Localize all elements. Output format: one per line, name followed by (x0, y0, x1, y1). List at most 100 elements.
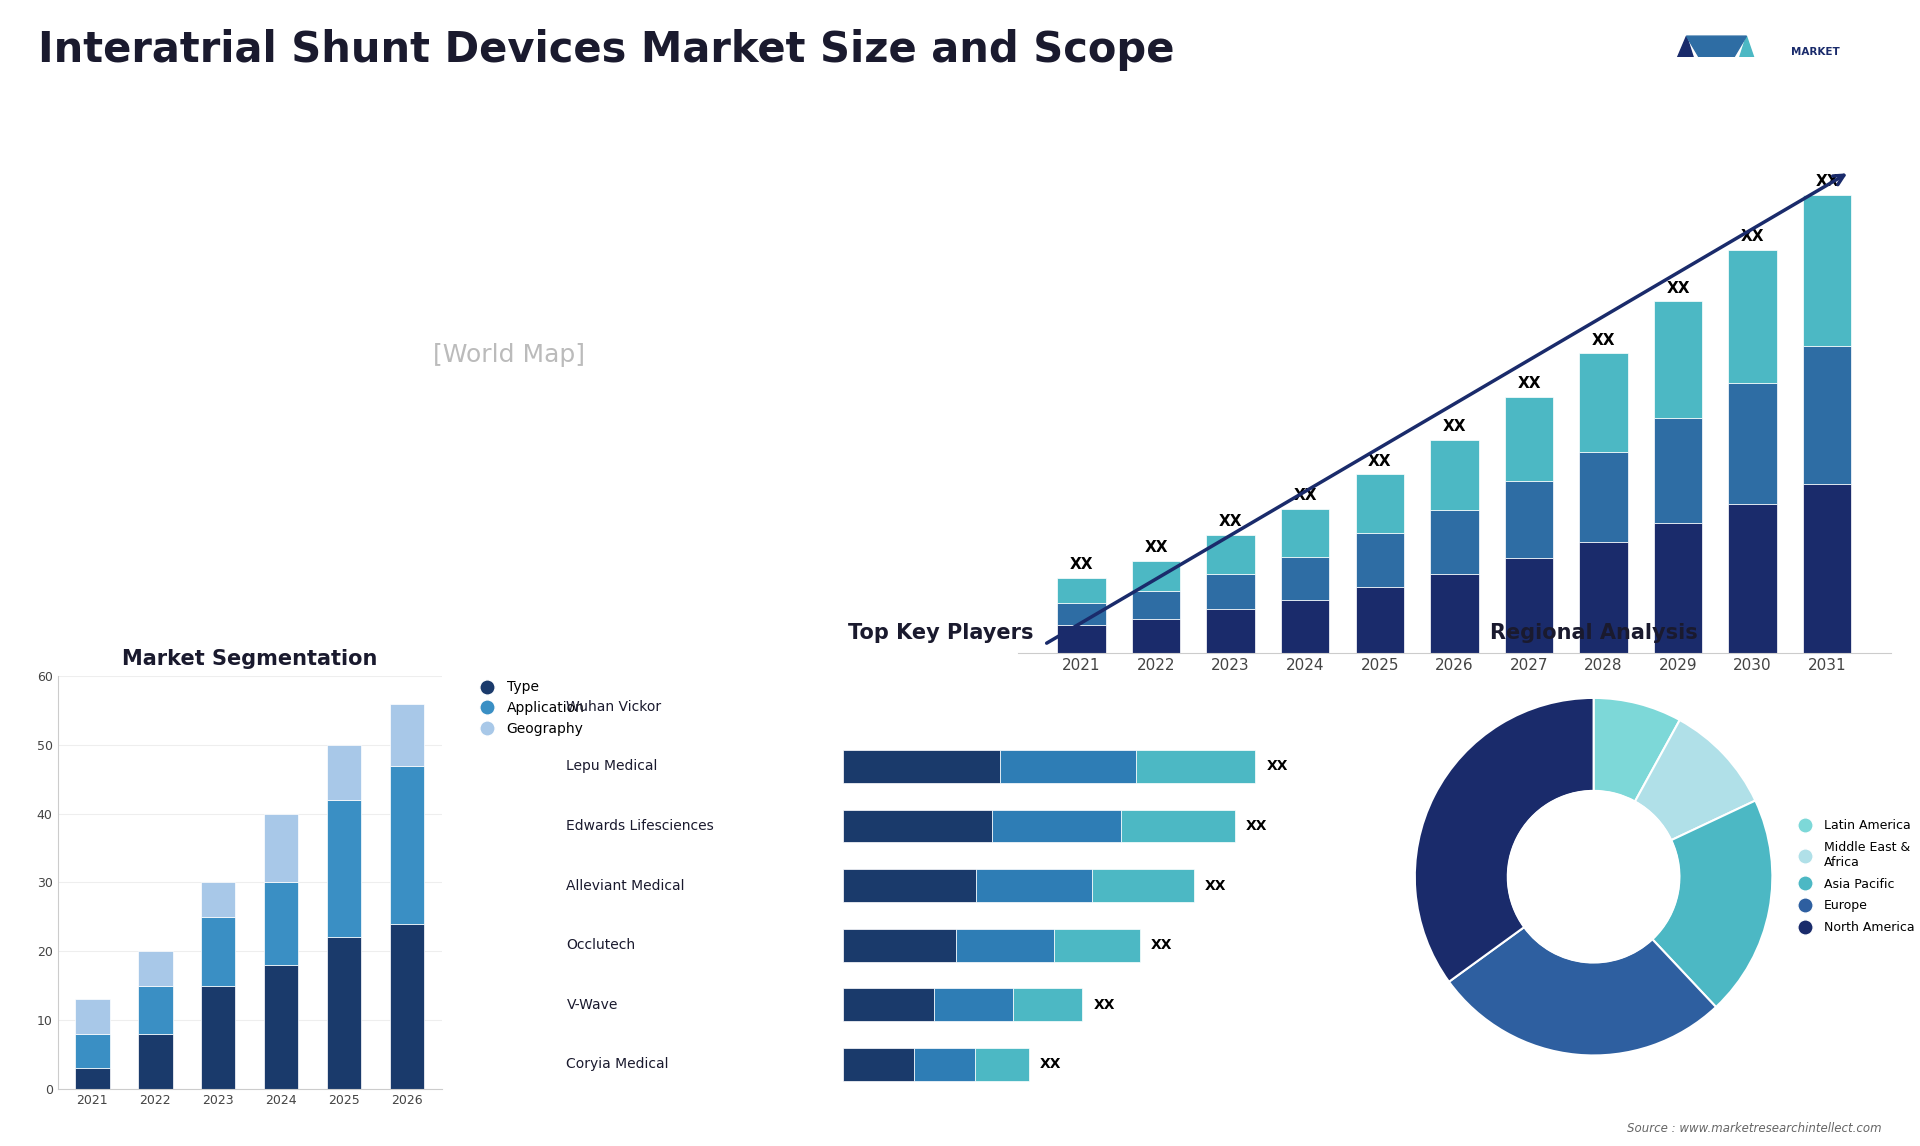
Text: XX: XX (1267, 760, 1288, 774)
Wedge shape (1636, 720, 1755, 840)
Bar (935, 988, 1014, 1021)
Bar (202, 882, 236, 917)
Bar (1653, 301, 1703, 417)
Wedge shape (1415, 698, 1594, 982)
Bar (1058, 626, 1106, 653)
Text: XX: XX (1152, 939, 1173, 952)
Text: XX: XX (1204, 879, 1227, 893)
Bar (1133, 619, 1181, 653)
Bar (138, 986, 173, 1034)
Text: MARKET: MARKET (1791, 47, 1839, 57)
Bar (1281, 599, 1329, 653)
Polygon shape (1716, 37, 1778, 131)
Bar (1505, 397, 1553, 481)
Bar (843, 810, 993, 842)
Bar (1728, 504, 1776, 653)
Bar (1803, 346, 1851, 484)
Title: Market Segmentation: Market Segmentation (121, 649, 378, 669)
Bar (914, 1047, 975, 1081)
Bar (1430, 440, 1478, 510)
Wedge shape (1450, 927, 1716, 1055)
Text: Source : www.marketresearchintellect.com: Source : www.marketresearchintellect.com (1626, 1122, 1882, 1135)
Bar (843, 749, 1000, 783)
Bar (1356, 587, 1404, 653)
Text: XX: XX (1041, 1058, 1062, 1072)
Text: Alleviant Medical: Alleviant Medical (566, 879, 685, 893)
Bar (843, 988, 935, 1021)
Bar (263, 965, 298, 1089)
Polygon shape (1647, 37, 1716, 131)
Bar (263, 814, 298, 882)
Bar (977, 870, 1092, 902)
Bar (1430, 510, 1478, 574)
Bar (1092, 870, 1194, 902)
Text: XX: XX (1294, 488, 1317, 503)
Bar (1137, 749, 1256, 783)
Bar (326, 937, 361, 1089)
Bar (1058, 579, 1106, 603)
Text: XX: XX (1219, 515, 1242, 529)
Bar (1206, 574, 1256, 610)
Bar (202, 917, 236, 986)
Text: XX: XX (1517, 376, 1540, 391)
Bar (1206, 610, 1256, 653)
Bar (326, 745, 361, 800)
Text: XX: XX (1442, 419, 1467, 434)
Bar (1653, 417, 1703, 523)
Bar (1356, 533, 1404, 587)
Text: XX: XX (1144, 540, 1167, 555)
Bar (1054, 928, 1140, 961)
Bar (843, 1047, 914, 1081)
Text: XX: XX (1369, 454, 1392, 469)
Text: XX: XX (1667, 281, 1690, 296)
Bar (1133, 560, 1181, 591)
Bar (843, 870, 977, 902)
Text: Lepu Medical: Lepu Medical (566, 760, 659, 774)
Text: INTELLECT: INTELLECT (1791, 103, 1853, 113)
Bar (1206, 535, 1256, 574)
Polygon shape (1686, 37, 1747, 87)
Wedge shape (1594, 698, 1680, 801)
Bar (390, 766, 424, 924)
Bar (390, 924, 424, 1089)
Text: V-Wave: V-Wave (566, 998, 618, 1012)
Bar (1653, 523, 1703, 653)
Text: Occlutech: Occlutech (566, 939, 636, 952)
Bar (975, 1047, 1029, 1081)
Bar (138, 1034, 173, 1089)
Text: Interatrial Shunt Devices Market Size and Scope: Interatrial Shunt Devices Market Size an… (38, 29, 1175, 71)
Text: XX: XX (1816, 174, 1839, 189)
Bar (326, 800, 361, 937)
Bar (1803, 484, 1851, 653)
Text: RESEARCH: RESEARCH (1791, 76, 1853, 85)
Bar (1000, 749, 1137, 783)
Bar (1728, 250, 1776, 383)
Bar (1281, 509, 1329, 557)
Text: XX: XX (1592, 332, 1615, 347)
Text: XX: XX (1741, 229, 1764, 244)
Bar (1505, 558, 1553, 653)
Legend: Type, Application, Geography: Type, Application, Geography (468, 675, 589, 741)
Bar (1430, 574, 1478, 653)
Bar (1356, 474, 1404, 533)
Text: XX: XX (1246, 819, 1267, 833)
Title: Top Key Players: Top Key Players (849, 623, 1033, 643)
Bar (843, 928, 956, 961)
Bar (1580, 453, 1628, 542)
Wedge shape (1653, 801, 1772, 1007)
Bar (390, 704, 424, 766)
Bar (1058, 603, 1106, 626)
Bar (75, 1034, 109, 1068)
Bar (993, 810, 1121, 842)
Bar (956, 928, 1054, 961)
Bar (1728, 383, 1776, 504)
Bar (138, 951, 173, 986)
Bar (1121, 810, 1235, 842)
Title: Regional Analysis: Regional Analysis (1490, 623, 1697, 643)
Text: XX: XX (1069, 557, 1092, 573)
Bar (1803, 195, 1851, 346)
Bar (202, 986, 236, 1089)
Circle shape (1507, 791, 1680, 963)
Bar (1014, 988, 1083, 1021)
Text: [World Map]: [World Map] (432, 344, 586, 367)
